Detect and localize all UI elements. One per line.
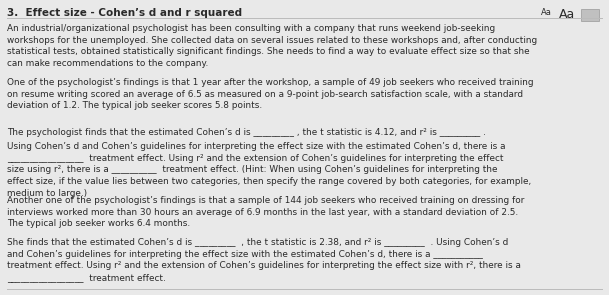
Text: One of the psychologist’s findings is that 1 year after the workshop, a sample o: One of the psychologist’s findings is th… — [7, 78, 533, 110]
Text: She finds that the estimated Cohen’s d is _________  , the t statistic is 2.38, : She finds that the estimated Cohen’s d i… — [7, 238, 521, 282]
Text: The psychologist finds that the estimated Cohen’s d is _________ , the t statist: The psychologist finds that the estimate… — [7, 128, 486, 137]
Text: Another one of the psychologist’s findings is that a sample of 144 job seekers w: Another one of the psychologist’s findin… — [7, 196, 524, 228]
Bar — [581, 9, 599, 21]
Text: Using Cohen’s d and Cohen’s guidelines for interpreting the effect size with the: Using Cohen’s d and Cohen’s guidelines f… — [7, 142, 531, 198]
Text: An industrial/organizational psychologist has been consulting with a company tha: An industrial/organizational psychologis… — [7, 24, 537, 68]
Text: Aa: Aa — [559, 8, 576, 21]
Text: 3.  Effect size - Cohen’s d and r squared: 3. Effect size - Cohen’s d and r squared — [7, 8, 242, 18]
Text: Aa: Aa — [541, 8, 552, 17]
